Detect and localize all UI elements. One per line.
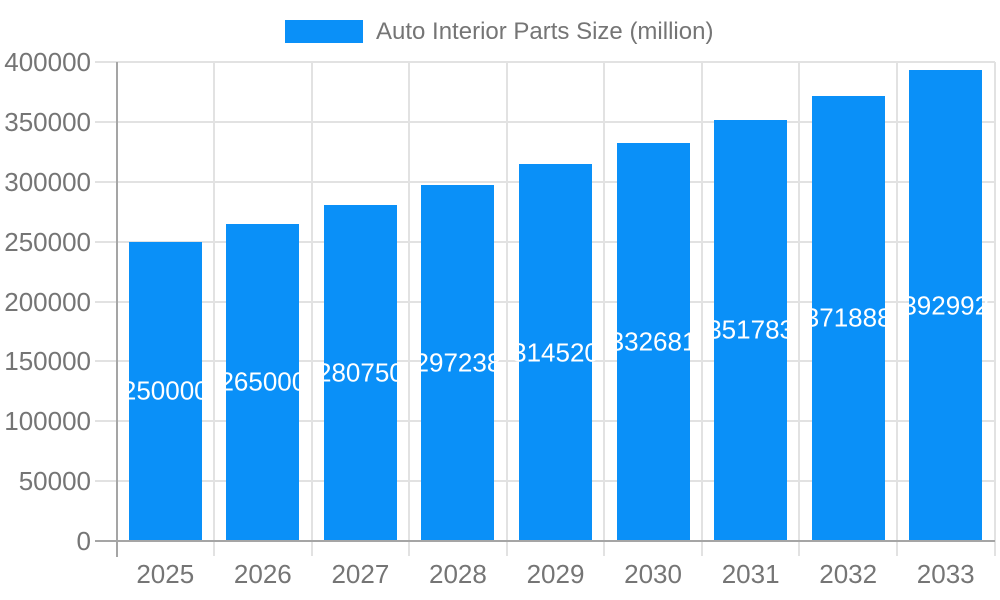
bar[interactable] <box>714 119 788 541</box>
x-axis-tick-label: 2033 <box>916 559 975 589</box>
v-gridline <box>408 62 411 556</box>
v-gridline <box>993 62 996 556</box>
y-axis-tick-label: 300000 <box>4 166 91 197</box>
chart-legend[interactable]: Auto Interior Parts Size (million) <box>285 18 714 45</box>
y-axis-tick-label: 0 <box>76 526 91 556</box>
bar[interactable] <box>519 164 592 541</box>
y-axis-tick-label: 350000 <box>4 106 91 137</box>
x-axis-tick-label: 2029 <box>526 559 585 589</box>
y-axis-tick-label: 400000 <box>4 47 91 77</box>
y-axis-line <box>115 62 118 557</box>
bar[interactable] <box>616 142 690 541</box>
y-axis-tick-label: 150000 <box>4 346 91 377</box>
y-axis-tick-label: 100000 <box>4 406 91 437</box>
v-gridline <box>603 62 606 556</box>
bar[interactable] <box>226 223 300 541</box>
y-axis-tick-label: 250000 <box>4 226 91 257</box>
bar[interactable] <box>128 241 202 541</box>
y-axis-tick-label: 50000 <box>18 466 91 497</box>
x-axis-line <box>95 540 995 542</box>
x-axis-tick-label: 2026 <box>233 559 292 589</box>
v-gridline <box>310 62 313 556</box>
x-axis-tick-label: 2030 <box>624 559 682 589</box>
legend-swatch[interactable] <box>285 20 363 43</box>
legend-label[interactable]: Auto Interior Parts Size (million) <box>376 18 714 45</box>
bar[interactable] <box>909 70 983 541</box>
y-axis-tick-label: 200000 <box>4 286 91 317</box>
bar[interactable] <box>421 185 495 541</box>
h-gridline <box>95 120 995 123</box>
x-axis-tick-label: 2028 <box>429 559 487 589</box>
v-gridline <box>213 62 216 556</box>
v-gridline <box>798 62 801 556</box>
x-axis-tick-label: 2027 <box>331 559 390 589</box>
bar[interactable] <box>323 204 397 541</box>
v-gridline <box>505 62 508 556</box>
v-gridline <box>700 62 703 556</box>
x-axis-tick-label: 2032 <box>819 559 878 589</box>
h-gridline <box>95 61 995 63</box>
x-axis-tick-label: 2031 <box>721 559 780 589</box>
v-gridline <box>895 62 898 556</box>
bar[interactable] <box>811 95 885 541</box>
x-axis-tick-label: 2025 <box>136 559 195 589</box>
